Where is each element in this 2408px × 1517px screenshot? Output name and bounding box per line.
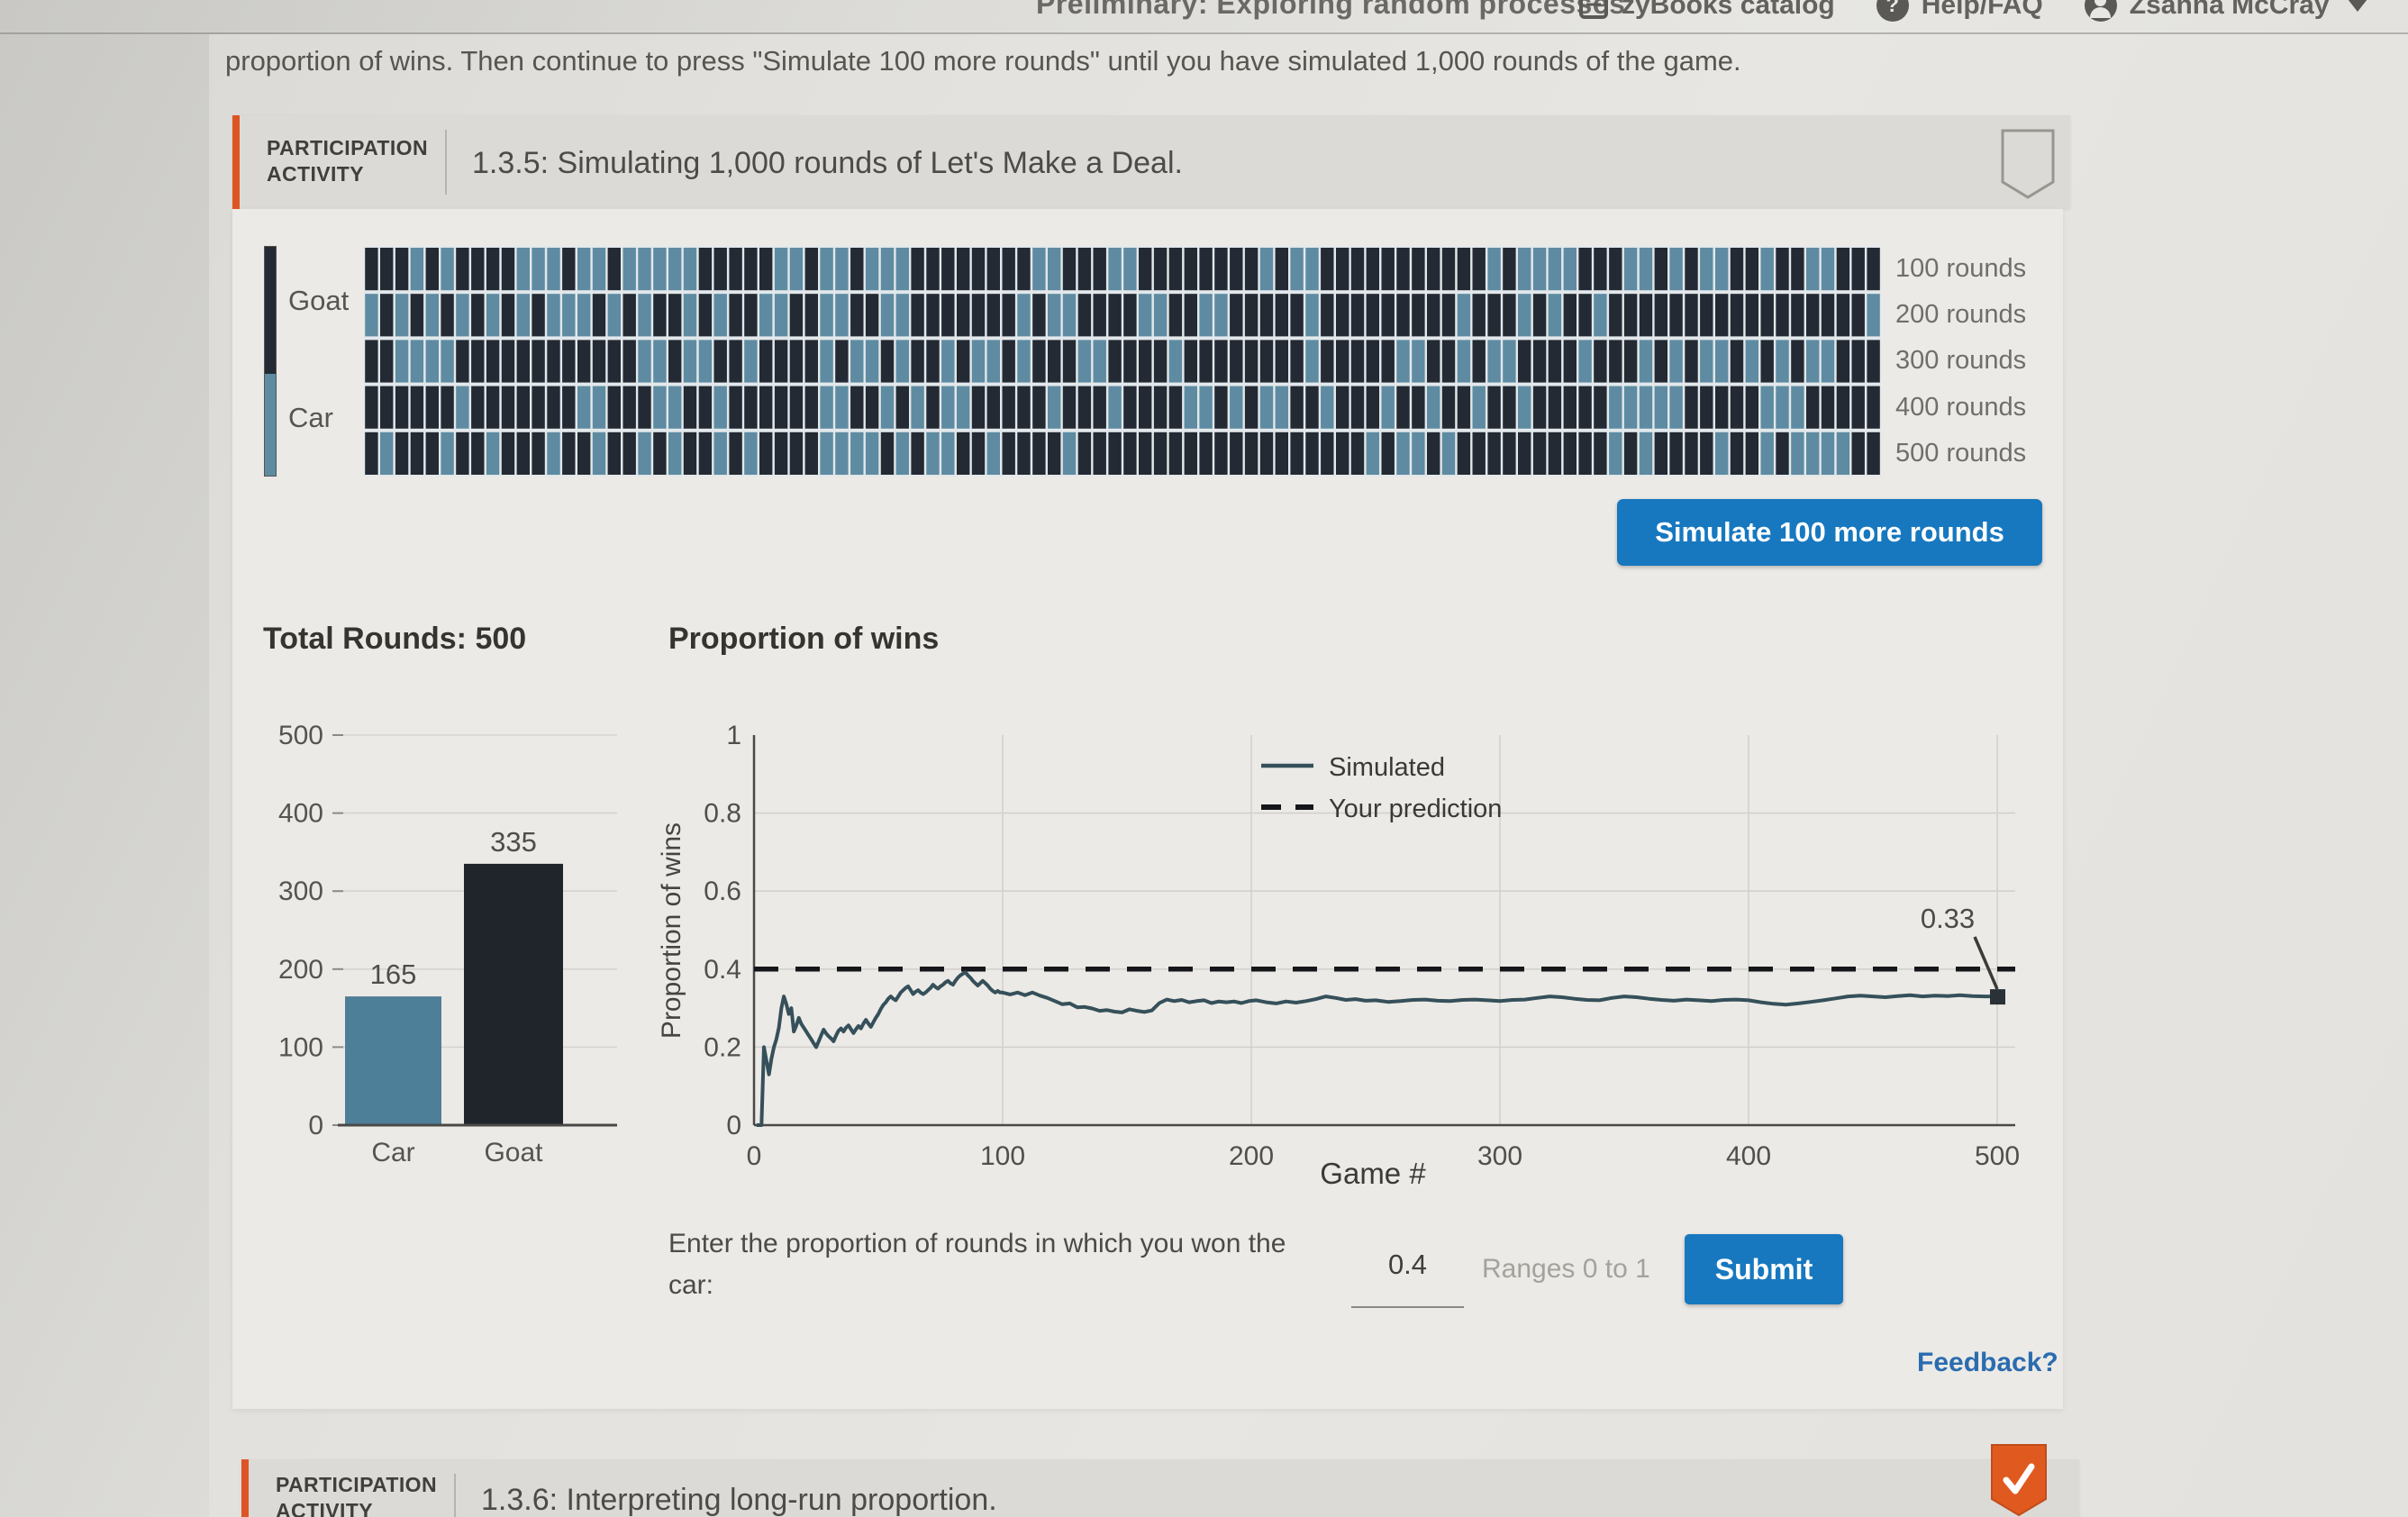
svg-text:0.2: 0.2: [704, 1032, 741, 1062]
simulate-100-more-rounds-button[interactable]: Simulate 100 more rounds: [1617, 499, 2042, 566]
car-legend-label: Car: [288, 402, 333, 433]
book-icon: [1578, 0, 1609, 22]
svg-text:0: 0: [726, 1111, 741, 1140]
car-color-swatch: [265, 374, 276, 476]
proportion-of-wins-title: Proportion of wins: [668, 622, 940, 656]
kicker-line-2: ACTIVITY: [267, 162, 364, 186]
nav-zybooks-catalog[interactable]: zyBooks catalog: [1578, 0, 1835, 22]
chevron-down-icon: [2347, 0, 2367, 12]
svg-text:300: 300: [278, 877, 323, 906]
input-range-hint: Ranges 0 to 1: [1482, 1254, 1650, 1284]
submit-button[interactable]: Submit: [1685, 1234, 1843, 1304]
help-icon: ?: [1876, 0, 1909, 22]
question-prompt: Enter the proportion of rounds in which …: [668, 1229, 1286, 1300]
activity-1-3-6-header: PARTICIPATION ACTIVITY 1.3.6: Interpreti…: [241, 1459, 2079, 1517]
svg-text:400: 400: [278, 799, 323, 829]
kicker-line-1: PARTICIPATION: [267, 136, 428, 159]
svg-text:Proportion of wins: Proportion of wins: [657, 822, 686, 1039]
svg-text:Your prediction: Your prediction: [1329, 795, 1502, 823]
svg-text:0.8: 0.8: [704, 799, 741, 829]
svg-text:335: 335: [490, 826, 537, 858]
activity-title: 1.3.5: Simulating 1,000 rounds of Let's …: [472, 146, 1183, 180]
proportion-input[interactable]: [1351, 1249, 1464, 1308]
svg-text:200: 200: [278, 955, 323, 985]
nav-user-menu[interactable]: Zsanna McCray: [2084, 0, 2367, 22]
breadcrumb-section-title[interactable]: Preliminary: Exploring random processes: [1036, 0, 1626, 20]
nav-catalog-label: zyBooks catalog: [1622, 0, 1835, 20]
nav-user-label: Zsanna McCray: [2129, 0, 2330, 20]
row-label-500: 500 rounds: [1895, 438, 2027, 468]
goat-color-swatch: [265, 247, 276, 374]
nav-help-faq[interactable]: ? Help/FAQ: [1876, 0, 2043, 22]
svg-text:0.4: 0.4: [704, 955, 741, 985]
svg-text:Simulated: Simulated: [1329, 753, 1445, 782]
outcome-bar-chart: 0 100 200 300 400 500 165 Car 335 Goat: [278, 721, 617, 1167]
svg-text:300: 300: [1477, 1141, 1522, 1171]
final-value-annotation: 0.33: [1921, 903, 1975, 934]
user-avatar-icon: [2084, 0, 2117, 22]
svg-text:165: 165: [370, 958, 417, 990]
svg-text:100: 100: [980, 1141, 1025, 1171]
participation-activity-kicker-2: PARTICIPATION ACTIVITY: [276, 1472, 437, 1517]
header-divider: [445, 130, 447, 195]
svg-text:500: 500: [1975, 1141, 2020, 1171]
svg-text:Game #: Game #: [1320, 1157, 1426, 1190]
header-divider-2: [454, 1474, 456, 1517]
feedback-link[interactable]: Feedback?: [1917, 1348, 2058, 1377]
raster-color-legend: [264, 246, 277, 477]
raster-row-labels: 100 rounds 200 rounds 300 rounds 400 rou…: [1895, 246, 2094, 477]
simulated-series-line: [756, 970, 1997, 1127]
nav-help-label: Help/FAQ: [1921, 0, 2043, 20]
svg-text:500: 500: [278, 721, 323, 750]
next-activity-title: 1.3.6: Interpreting long-run proportion.: [481, 1483, 997, 1517]
svg-text:0: 0: [308, 1111, 323, 1140]
instruction-text: proportion of wins. Then continue to pre…: [225, 45, 1741, 77]
row-label-300: 300 rounds: [1895, 346, 2027, 376]
svg-text:0: 0: [747, 1141, 762, 1171]
outcome-raster-chart: [364, 246, 1881, 477]
total-rounds-title: Total Rounds: 500: [263, 622, 527, 656]
svg-text:Goat: Goat: [484, 1138, 543, 1167]
proportion-line-chart: 0 0.2 0.4 0.6 0.8 1 0 100 200 300 400 500 Proportion…: [657, 721, 2020, 1190]
svg-text:400: 400: [1726, 1141, 1771, 1171]
svg-text:200: 200: [1229, 1141, 1274, 1171]
svg-text:100: 100: [278, 1032, 323, 1062]
activity-1-3-5-header: PARTICIPATION ACTIVITY 1.3.5: Simulating…: [232, 115, 2070, 209]
row-label-200: 200 rounds: [1895, 300, 2027, 330]
row-label-400: 400 rounds: [1895, 392, 2027, 422]
kicker2-line-2: ACTIVITY: [276, 1499, 373, 1517]
participation-activity-kicker: PARTICIPATION ACTIVITY: [267, 135, 428, 187]
site-nav: zyBooks catalog ? Help/FAQ Zsanna McCray: [1578, 0, 2367, 22]
svg-text:1: 1: [726, 721, 741, 750]
nav-bottom-divider: [0, 32, 2408, 34]
activity-badge-icon: [2000, 128, 2056, 204]
row-label-100: 100 rounds: [1895, 254, 2027, 284]
goat-legend-label: Goat: [288, 285, 350, 316]
svg-text:0.6: 0.6: [704, 877, 741, 906]
kicker2-line-1: PARTICIPATION: [276, 1473, 437, 1496]
activity-complete-badge-icon: [1990, 1443, 2048, 1517]
svg-text:Car: Car: [371, 1138, 414, 1167]
